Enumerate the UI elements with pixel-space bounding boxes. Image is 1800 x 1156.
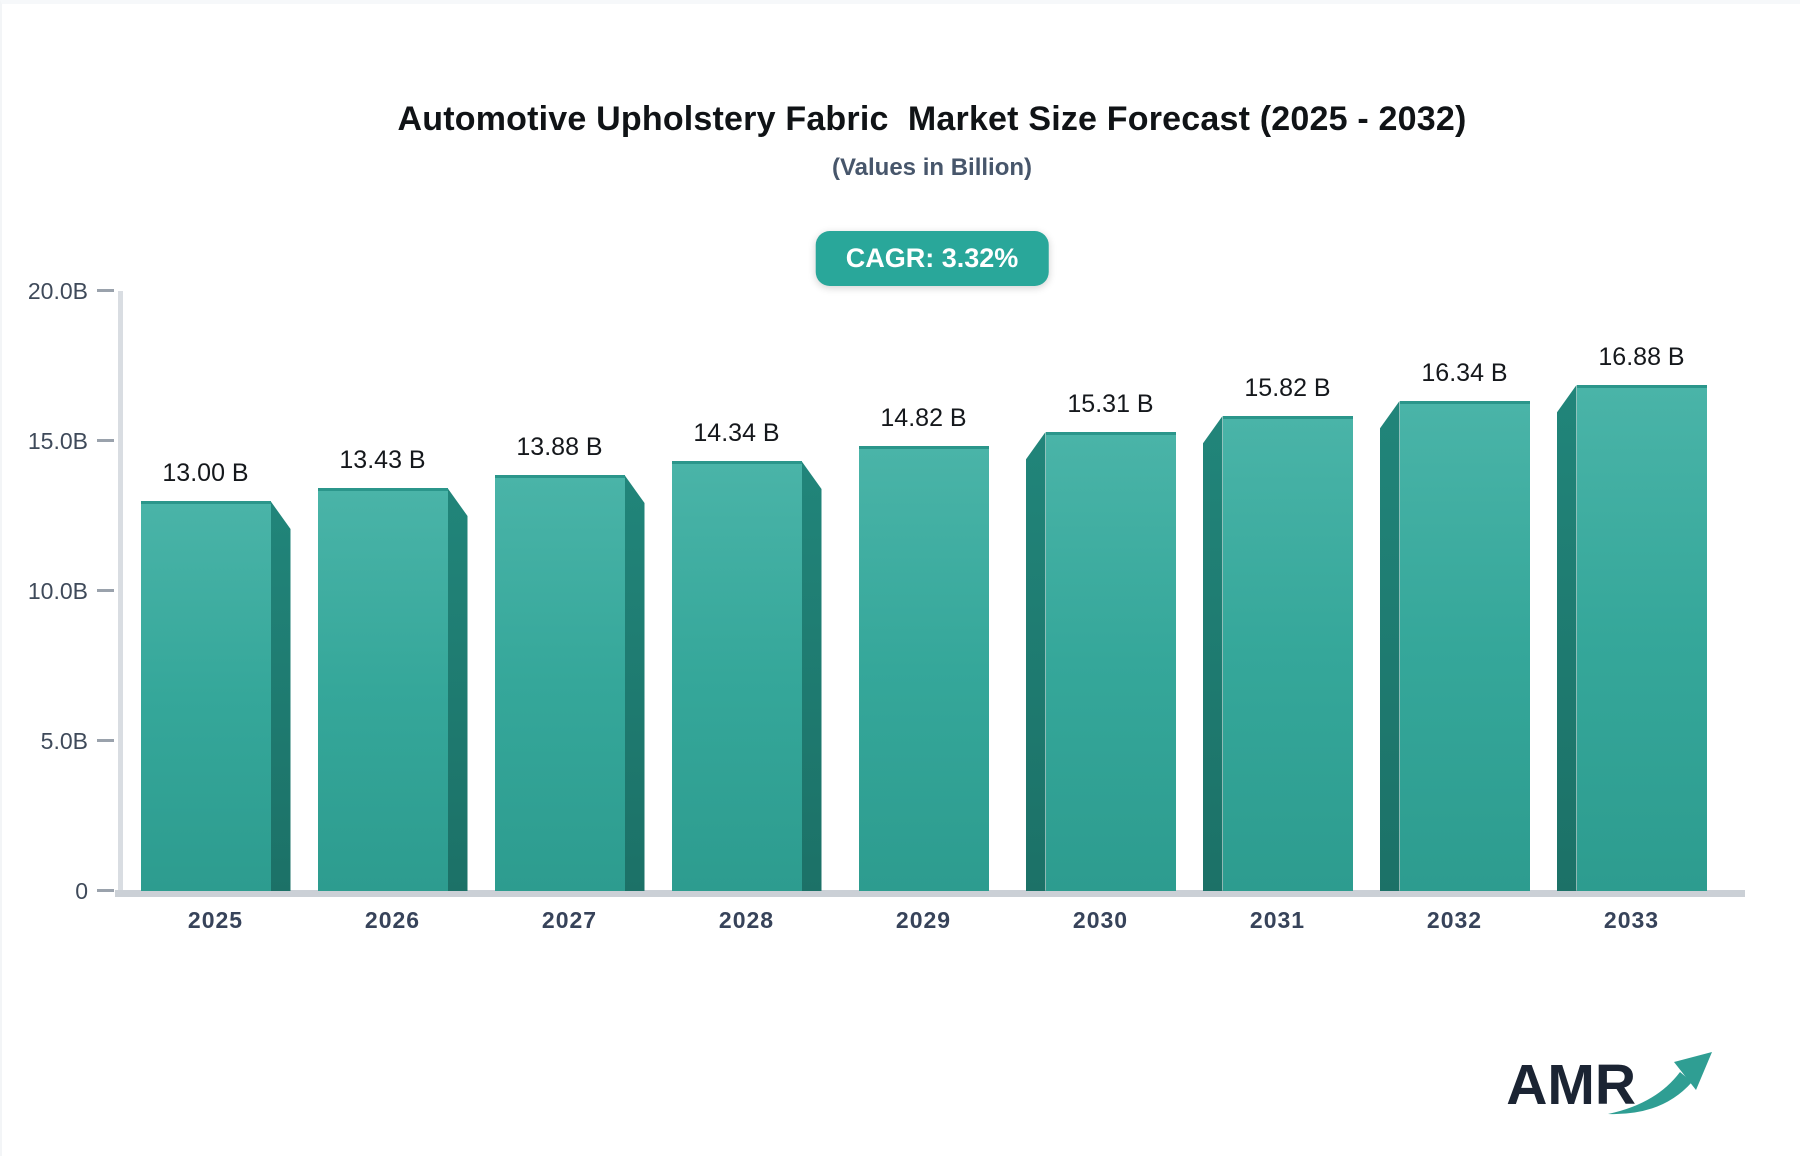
amr-logo: AMR — [1506, 1046, 1718, 1117]
y-tick-mark — [97, 739, 114, 742]
bar-3d-side-2026 — [447, 488, 468, 891]
bar-face-2027 — [494, 475, 625, 891]
bar-2028 — [671, 461, 822, 891]
amr-logo-text: AMR — [1506, 1053, 1636, 1117]
y-tick-label: 5.0B — [40, 728, 88, 754]
bar-value-label: 13.00 B — [162, 459, 249, 487]
y-tick-label: 10.0B — [27, 578, 88, 604]
x-tick-label-2031: 2031 — [1249, 907, 1306, 933]
y-tick-mark — [97, 589, 114, 592]
x-tick-label-2027: 2027 — [541, 907, 598, 933]
bar-3d-side-2033 — [1556, 385, 1577, 891]
bar-2029 — [858, 446, 989, 891]
bar-3d-side-2025 — [270, 501, 291, 891]
bar-value-label: 16.34 B — [1421, 359, 1508, 387]
bar-3d-side-2028 — [801, 461, 822, 891]
bar-face-2033 — [1576, 385, 1707, 891]
bar-value-label: 13.43 B — [339, 446, 426, 474]
y-axis-line — [118, 291, 123, 894]
x-tick-label-2025: 2025 — [187, 907, 244, 933]
bar-value-label: 14.82 B — [880, 404, 967, 432]
bar-value-label: 16.88 B — [1598, 343, 1685, 371]
chart-title: Automotive Upholstery Fabric Market Size… — [397, 100, 1467, 138]
bar-3d-side-2032 — [1379, 401, 1400, 891]
bar-2031 — [1202, 416, 1353, 891]
bar-2030 — [1025, 432, 1176, 891]
bar-value-label: 13.88 B — [516, 433, 603, 461]
bar-value-label: 15.82 B — [1244, 374, 1331, 402]
bar-face-2025 — [140, 501, 271, 891]
chart-subtitle: (Values in Billion) — [831, 154, 1033, 181]
bar-face-2032 — [1399, 401, 1530, 891]
y-tick-mark — [97, 889, 114, 892]
bar-2027 — [494, 475, 645, 891]
bar-value-label: 14.34 B — [693, 419, 780, 447]
bar-face-2026 — [317, 488, 448, 891]
y-tick-label: 0 — [75, 878, 88, 904]
bar-2033 — [1556, 385, 1707, 891]
y-tick-label: 20.0B — [27, 278, 88, 304]
bar-2032 — [1379, 401, 1530, 891]
bar-3d-side-2031 — [1202, 416, 1223, 891]
bar-2025 — [140, 501, 291, 891]
x-tick-label-2030: 2030 — [1072, 907, 1129, 933]
bar-value-label: 15.31 B — [1067, 390, 1154, 418]
y-tick-label: 15.0B — [27, 428, 88, 454]
x-tick-label-2028: 2028 — [718, 907, 775, 933]
bar-face-2030 — [1045, 432, 1176, 891]
y-tick-mark — [97, 439, 114, 442]
x-tick-label-2026: 2026 — [364, 907, 421, 933]
y-tick-mark — [97, 289, 114, 292]
bar-face-2028 — [671, 461, 802, 891]
x-tick-label-2033: 2033 — [1603, 907, 1660, 933]
bar-3d-side-2030 — [1025, 432, 1046, 891]
bar-face-2031 — [1222, 416, 1353, 891]
cagr-badge: CAGR: 3.32% — [815, 231, 1049, 286]
x-tick-label-2032: 2032 — [1426, 907, 1483, 933]
bar-2026 — [317, 488, 468, 891]
x-tick-label-2029: 2029 — [895, 907, 952, 933]
bar-face-2029 — [858, 446, 989, 891]
growth-arrow-icon — [1608, 1052, 1712, 1115]
bar-3d-side-2027 — [624, 475, 645, 891]
x-axis-baseline — [115, 890, 1745, 897]
